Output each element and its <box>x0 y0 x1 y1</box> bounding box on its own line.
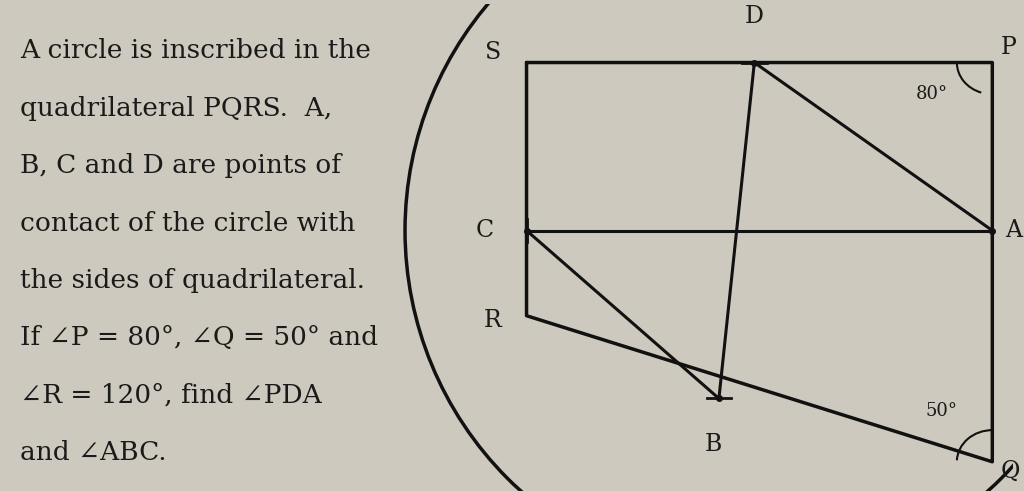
Text: A: A <box>1006 219 1023 242</box>
Text: ∠R = 120°, find ∠PDA: ∠R = 120°, find ∠PDA <box>20 383 322 408</box>
Text: D: D <box>744 5 764 28</box>
Text: S: S <box>485 41 501 64</box>
Text: A circle is inscribed in the: A circle is inscribed in the <box>20 38 371 63</box>
Text: 80°: 80° <box>915 85 947 103</box>
Text: quadrilateral PQRS.  A,: quadrilateral PQRS. A, <box>20 96 333 121</box>
Text: the sides of quadrilateral.: the sides of quadrilateral. <box>20 268 366 293</box>
Text: If ∠P = 80°, ∠Q = 50° and: If ∠P = 80°, ∠Q = 50° and <box>20 326 378 351</box>
Text: contact of the circle with: contact of the circle with <box>20 211 355 236</box>
Text: 50°: 50° <box>926 402 957 420</box>
Text: B: B <box>706 433 723 456</box>
Text: C: C <box>476 219 495 242</box>
Text: P: P <box>1000 36 1016 59</box>
Text: Q: Q <box>1000 460 1020 483</box>
Text: R: R <box>483 309 501 332</box>
Text: B, C and D are points of: B, C and D are points of <box>20 153 341 178</box>
Text: and ∠ABC.: and ∠ABC. <box>20 440 167 465</box>
